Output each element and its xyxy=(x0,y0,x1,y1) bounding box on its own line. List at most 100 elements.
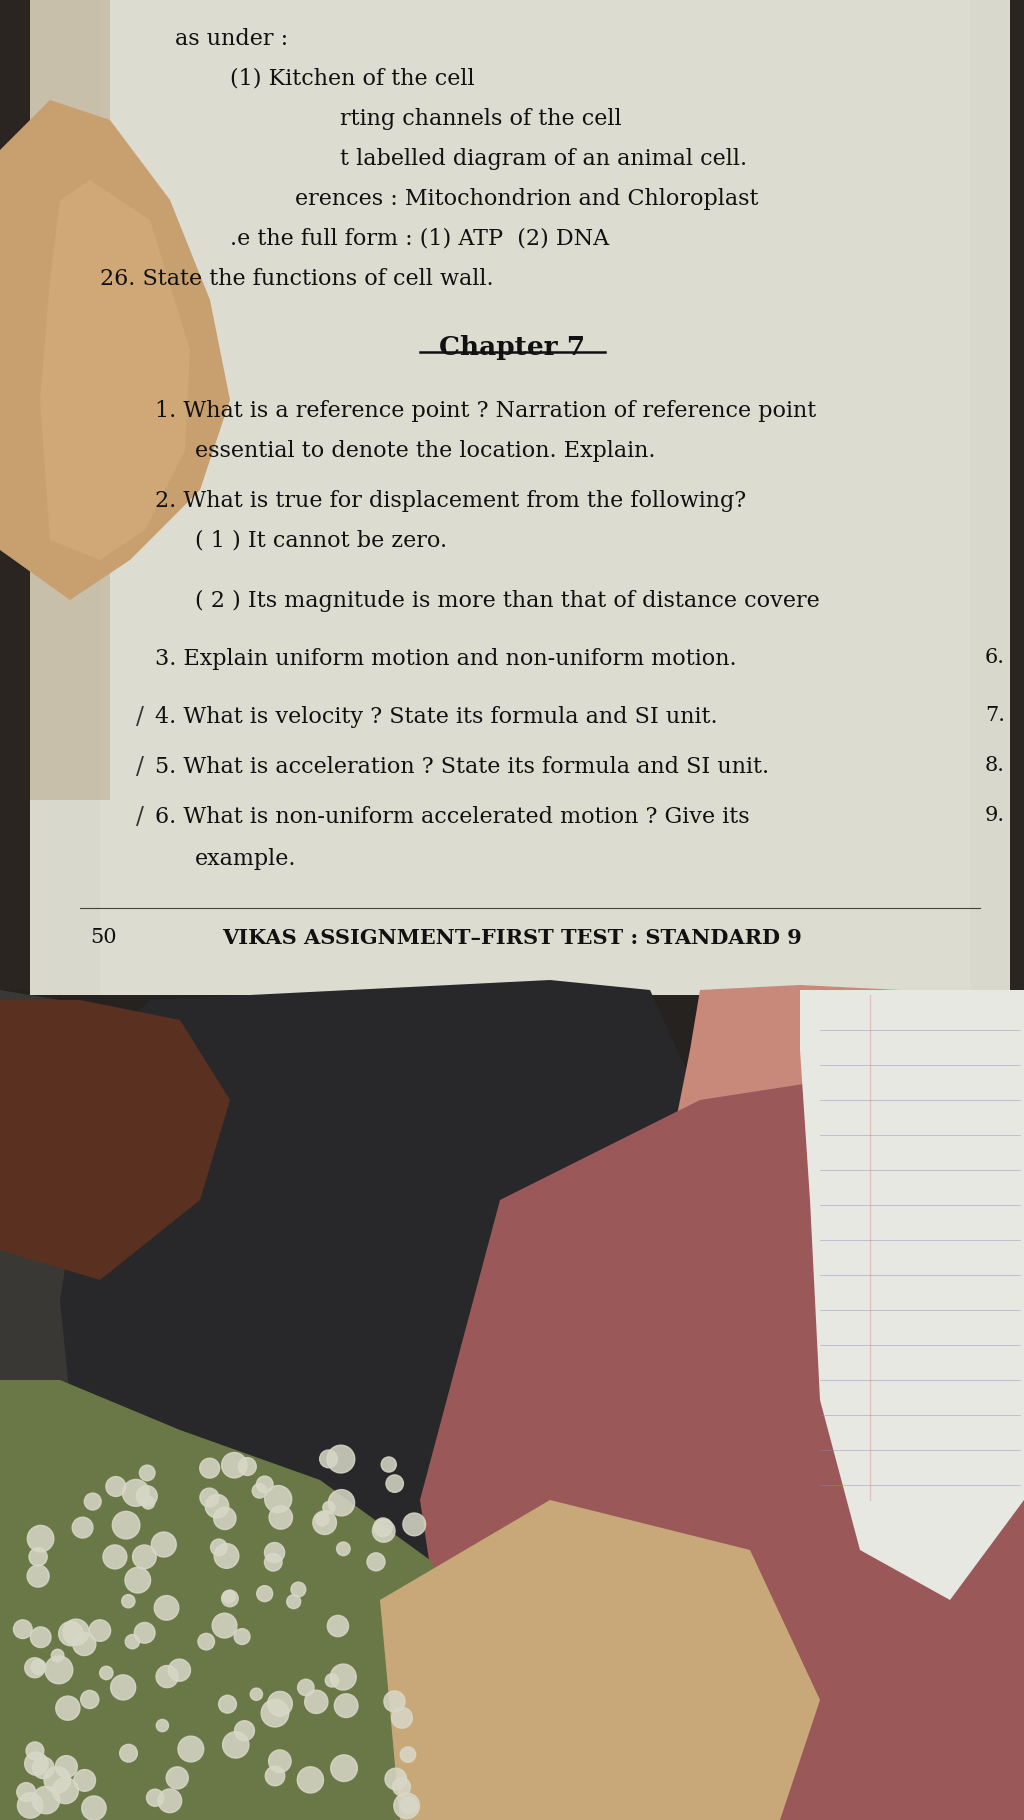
Circle shape xyxy=(55,1696,80,1720)
Circle shape xyxy=(319,1451,337,1467)
Text: 26. State the functions of cell wall.: 26. State the functions of cell wall. xyxy=(100,268,494,289)
Circle shape xyxy=(103,1545,127,1569)
Text: erences : Mitochondrion and Chloroplast: erences : Mitochondrion and Chloroplast xyxy=(295,187,759,209)
Circle shape xyxy=(113,1511,140,1540)
Circle shape xyxy=(55,1756,78,1778)
Circle shape xyxy=(221,1591,239,1607)
Circle shape xyxy=(72,1518,93,1538)
Circle shape xyxy=(269,1505,293,1529)
Circle shape xyxy=(287,1594,301,1609)
Circle shape xyxy=(200,1489,219,1507)
Circle shape xyxy=(264,1485,292,1512)
Circle shape xyxy=(58,1622,83,1645)
Circle shape xyxy=(156,1665,178,1687)
Circle shape xyxy=(178,1736,204,1762)
Text: 8.: 8. xyxy=(985,755,1005,775)
Circle shape xyxy=(142,1496,155,1509)
Polygon shape xyxy=(800,990,1024,1600)
Circle shape xyxy=(264,1543,285,1563)
Circle shape xyxy=(239,1458,256,1476)
Circle shape xyxy=(200,1458,219,1478)
Circle shape xyxy=(326,1674,339,1687)
Circle shape xyxy=(125,1634,139,1649)
Polygon shape xyxy=(0,990,300,1480)
Circle shape xyxy=(261,1700,289,1727)
Text: example.: example. xyxy=(195,848,297,870)
Circle shape xyxy=(122,1594,135,1607)
Circle shape xyxy=(132,1545,157,1569)
Circle shape xyxy=(323,1502,335,1514)
Circle shape xyxy=(257,1585,272,1602)
Circle shape xyxy=(374,1518,392,1536)
Circle shape xyxy=(16,1782,36,1802)
Circle shape xyxy=(394,1793,420,1818)
Circle shape xyxy=(223,1591,236,1603)
Text: 6. What is non-uniform accelerated motion ? Give its: 6. What is non-uniform accelerated motio… xyxy=(155,806,750,828)
Circle shape xyxy=(81,1691,99,1709)
Circle shape xyxy=(17,1793,43,1818)
Text: t labelled diagram of an animal cell.: t labelled diagram of an animal cell. xyxy=(340,147,748,169)
Circle shape xyxy=(168,1660,190,1682)
Circle shape xyxy=(73,1633,96,1656)
Circle shape xyxy=(392,1778,411,1796)
Circle shape xyxy=(264,1554,282,1571)
Circle shape xyxy=(45,1656,73,1684)
Circle shape xyxy=(152,1532,176,1556)
Circle shape xyxy=(381,1458,396,1472)
Circle shape xyxy=(267,1691,292,1716)
Circle shape xyxy=(305,1691,328,1713)
Text: as under :: as under : xyxy=(175,27,288,49)
Circle shape xyxy=(158,1789,181,1813)
Text: ( 1 ) It cannot be zero.: ( 1 ) It cannot be zero. xyxy=(195,530,447,551)
Circle shape xyxy=(335,1694,358,1718)
Circle shape xyxy=(31,1627,51,1647)
Circle shape xyxy=(329,1489,354,1516)
Polygon shape xyxy=(0,999,230,1279)
Circle shape xyxy=(99,1667,113,1680)
Circle shape xyxy=(120,1744,137,1762)
Circle shape xyxy=(33,1756,54,1778)
Polygon shape xyxy=(0,1380,500,1820)
Circle shape xyxy=(385,1769,407,1789)
Circle shape xyxy=(214,1543,239,1569)
Circle shape xyxy=(198,1633,215,1651)
Circle shape xyxy=(52,1778,79,1804)
Text: /: / xyxy=(136,755,144,779)
Polygon shape xyxy=(420,1050,1024,1820)
Circle shape xyxy=(211,1540,227,1556)
Circle shape xyxy=(13,1620,32,1638)
Circle shape xyxy=(400,1747,416,1762)
Text: /: / xyxy=(136,706,144,730)
Circle shape xyxy=(328,1616,348,1636)
Bar xyxy=(30,0,110,801)
Circle shape xyxy=(386,1474,403,1492)
Circle shape xyxy=(218,1694,237,1713)
Circle shape xyxy=(82,1796,106,1820)
Circle shape xyxy=(367,1552,385,1571)
Text: 3. Explain uniform motion and non-uniform motion.: 3. Explain uniform motion and non-unifor… xyxy=(155,648,736,670)
Polygon shape xyxy=(0,100,230,601)
Text: 1. What is a reference point ? Narration of reference point: 1. What is a reference point ? Narration… xyxy=(155,400,816,422)
Polygon shape xyxy=(60,979,700,1620)
Circle shape xyxy=(111,1674,136,1700)
Text: 50: 50 xyxy=(90,928,117,946)
Circle shape xyxy=(252,1483,266,1498)
Circle shape xyxy=(384,1691,406,1713)
Text: 6.: 6. xyxy=(985,648,1005,666)
Text: essential to denote the location. Explain.: essential to denote the location. Explai… xyxy=(195,440,655,462)
Circle shape xyxy=(373,1520,395,1542)
Circle shape xyxy=(27,1565,49,1587)
Circle shape xyxy=(63,1620,89,1645)
Text: Chapter 7: Chapter 7 xyxy=(439,335,585,360)
Circle shape xyxy=(315,1512,329,1525)
Circle shape xyxy=(33,1787,59,1815)
Circle shape xyxy=(214,1507,236,1529)
Bar xyxy=(30,0,1010,996)
Circle shape xyxy=(331,1754,357,1782)
Polygon shape xyxy=(40,180,190,561)
Circle shape xyxy=(29,1547,47,1565)
Text: 4. What is velocity ? State its formula and SI unit.: 4. What is velocity ? State its formula … xyxy=(155,706,718,728)
Circle shape xyxy=(26,1742,44,1760)
Polygon shape xyxy=(380,1500,820,1820)
Text: /: / xyxy=(136,806,144,828)
